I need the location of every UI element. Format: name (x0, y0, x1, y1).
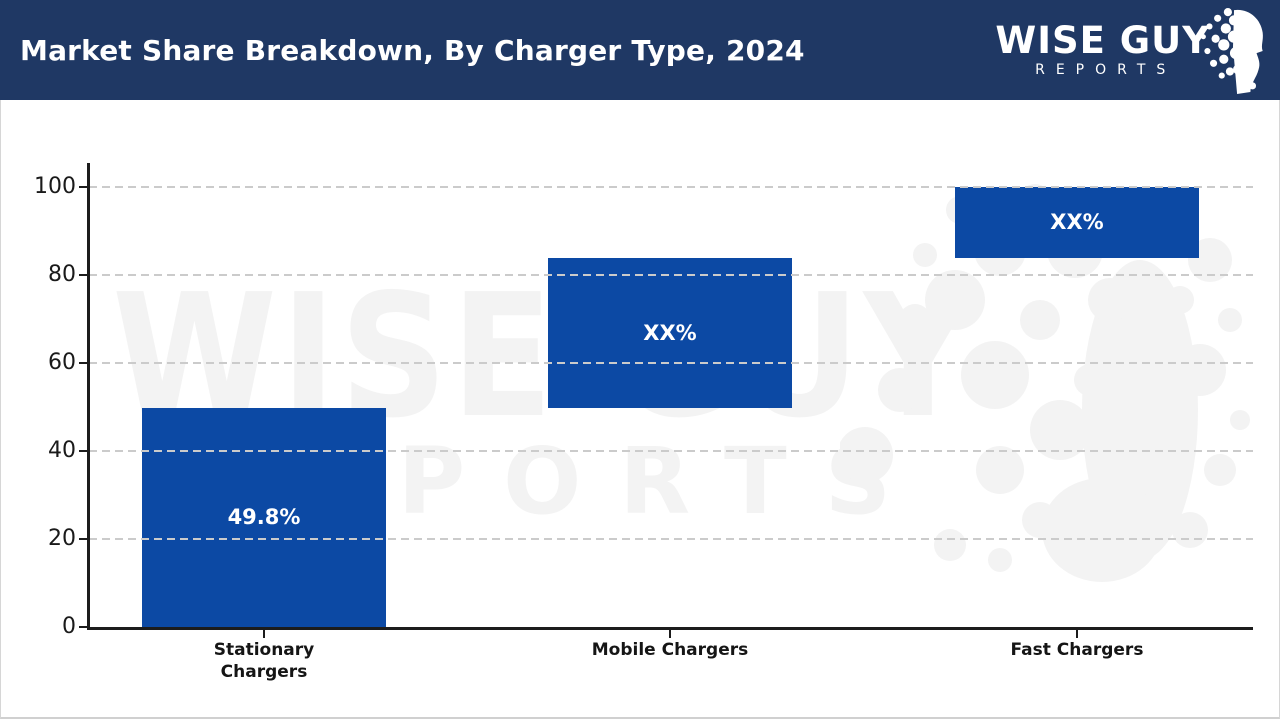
y-tick-label-100: 100 (34, 173, 76, 199)
gridline-y-100 (89, 185, 1253, 188)
dotted-head-icon (1200, 8, 1263, 94)
y-tick-label-40: 40 (48, 437, 76, 463)
x-tickmark-3 (1076, 630, 1078, 638)
bar-mobile-chargers: XX% (548, 257, 792, 408)
bar-value-label: XX% (643, 320, 697, 345)
page-title: Market Share Breakdown, By Charger Type,… (20, 33, 805, 67)
y-tickmark-100 (79, 185, 88, 188)
y-tickmark-80 (79, 273, 88, 276)
y-tick-label-60: 60 (48, 349, 76, 375)
x-tickmark-1 (263, 630, 265, 638)
gridline-y-60 (89, 361, 1253, 364)
y-tick-label-80: 80 (48, 261, 76, 287)
bar-stationary-chargers: 49.8% (142, 407, 386, 627)
x-axis-line (87, 627, 1253, 630)
waterfall-chart: 49.8% XX% XX% 0 20 40 60 80 100 Stationary Charge… (0, 100, 1280, 720)
bar-value-label: 49.8% (227, 505, 301, 530)
bar-fast-chargers: XX% (955, 186, 1199, 258)
logo-wordmark: WISE GUY (995, 19, 1210, 63)
y-tick-label-20: 20 (48, 525, 76, 551)
logo-text: WISE GUY REPORTS (995, 19, 1210, 78)
y-tickmark-60 (79, 361, 88, 364)
x-category-label-3: Fast Chargers (1010, 640, 1144, 660)
x-category-label-1: Stationary Chargers (213, 640, 315, 682)
y-tickmark-20 (79, 537, 88, 540)
header-bar: Market Share Breakdown, By Charger Type,… (0, 0, 1280, 100)
y-tickmark-40 (79, 449, 88, 452)
wise-guy-reports-logo: WISE GUY REPORTS (995, 4, 1268, 96)
gridline-y-20 (89, 537, 1253, 540)
x-tickmark-2 (669, 630, 671, 638)
logo-subtitle: REPORTS (1035, 61, 1177, 78)
y-tick-label-0: 0 (62, 614, 76, 639)
y-axis-line (87, 163, 90, 630)
y-tickmark-0 (79, 626, 88, 628)
gridline-y-80 (89, 273, 1253, 276)
x-category-label-2: Mobile Chargers (591, 640, 749, 660)
gridline-y-40 (89, 449, 1253, 452)
bar-value-label: XX% (1050, 210, 1104, 235)
